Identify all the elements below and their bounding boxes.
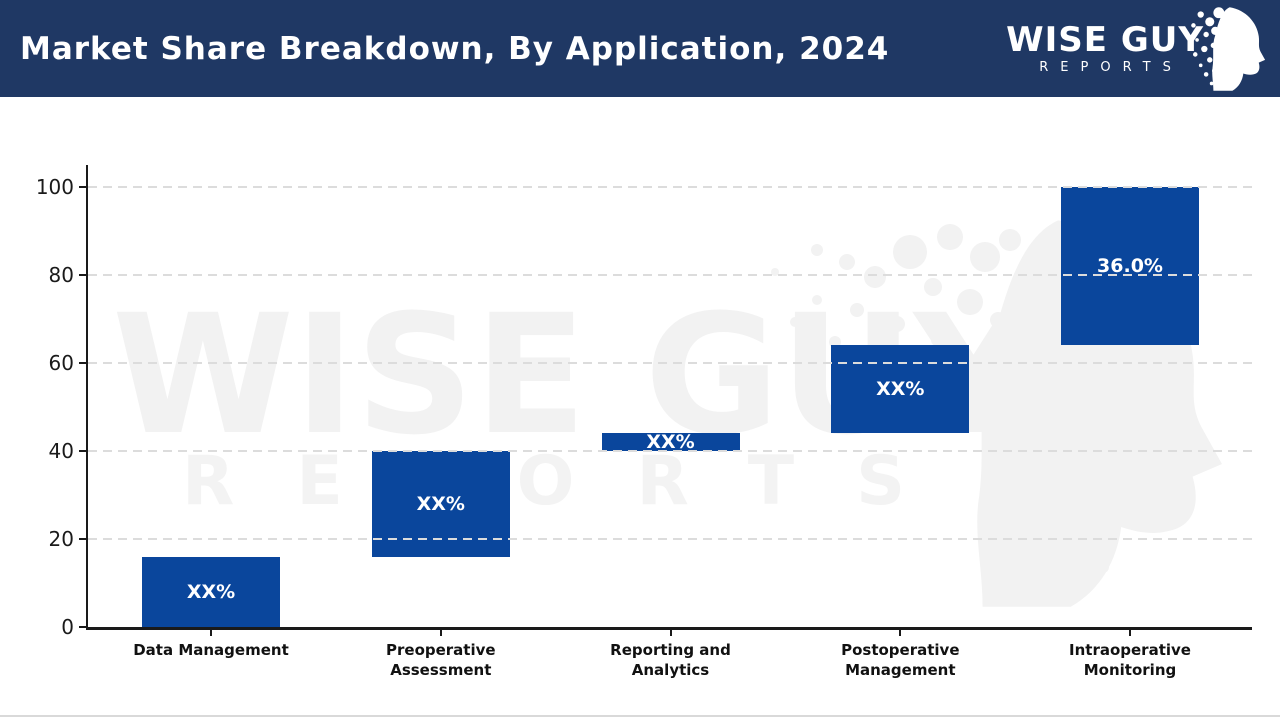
x-category-label: Data Management — [133, 641, 289, 659]
y-tick-label: 60 — [48, 351, 74, 375]
y-tick — [79, 450, 88, 452]
y-tick — [79, 186, 88, 188]
x-category-label: Postoperative Management — [841, 641, 960, 680]
watermark-subtext: REPORTS — [182, 442, 968, 521]
logo-text-block: WISE GUY REPORTS — [1006, 23, 1204, 74]
y-tick — [79, 538, 88, 540]
gridline — [88, 450, 1252, 452]
wiseguy-logo: WISE GUY REPORTS — [1006, 5, 1266, 93]
waterfall-bar — [601, 433, 740, 451]
x-tick — [210, 629, 212, 636]
y-tick-label: 80 — [48, 263, 74, 287]
bar-value-label: 36.0% — [1097, 255, 1163, 278]
x-category-label: Preoperative Assessment — [386, 641, 496, 680]
y-tick-label: 20 — [48, 527, 74, 551]
x-axis-line — [86, 627, 1252, 630]
footer-divider — [0, 715, 1280, 717]
y-axis-line — [86, 165, 88, 629]
logo-wordmark: WISE GUY — [1006, 20, 1204, 60]
bar-value-label: XX% — [186, 580, 236, 603]
y-tick-label: 40 — [48, 439, 74, 463]
x-tick — [899, 629, 902, 636]
gridline — [88, 186, 1252, 188]
y-tick — [79, 626, 88, 628]
x-category-label: Intraoperative Monitoring — [1069, 641, 1191, 680]
y-tick — [79, 274, 88, 276]
x-category-label: Reporting and Analytics — [610, 641, 731, 680]
y-tick-label: 100 — [35, 175, 74, 199]
x-tick — [439, 629, 442, 636]
waterfall-bar — [831, 345, 970, 434]
x-tick — [1129, 629, 1131, 636]
bar-value-label: XX% — [646, 431, 695, 454]
head-profile-icon — [1191, 6, 1266, 91]
waterfall-bar — [1061, 187, 1199, 346]
x-tick — [669, 629, 672, 636]
y-tick — [79, 362, 88, 364]
gridline — [88, 362, 1252, 364]
gridline — [88, 274, 1252, 276]
y-tick-label: 0 — [61, 615, 74, 639]
header-bar: Market Share Breakdown, By Application, … — [0, 0, 1280, 97]
bar-value-label: XX% — [876, 378, 925, 401]
chart-title: Market Share Breakdown, By Application, … — [20, 30, 890, 67]
logo-subtext: REPORTS — [1039, 60, 1183, 75]
bar-value-label: XX% — [416, 492, 465, 515]
gridline — [88, 538, 1252, 540]
waterfall-bar — [142, 556, 280, 627]
